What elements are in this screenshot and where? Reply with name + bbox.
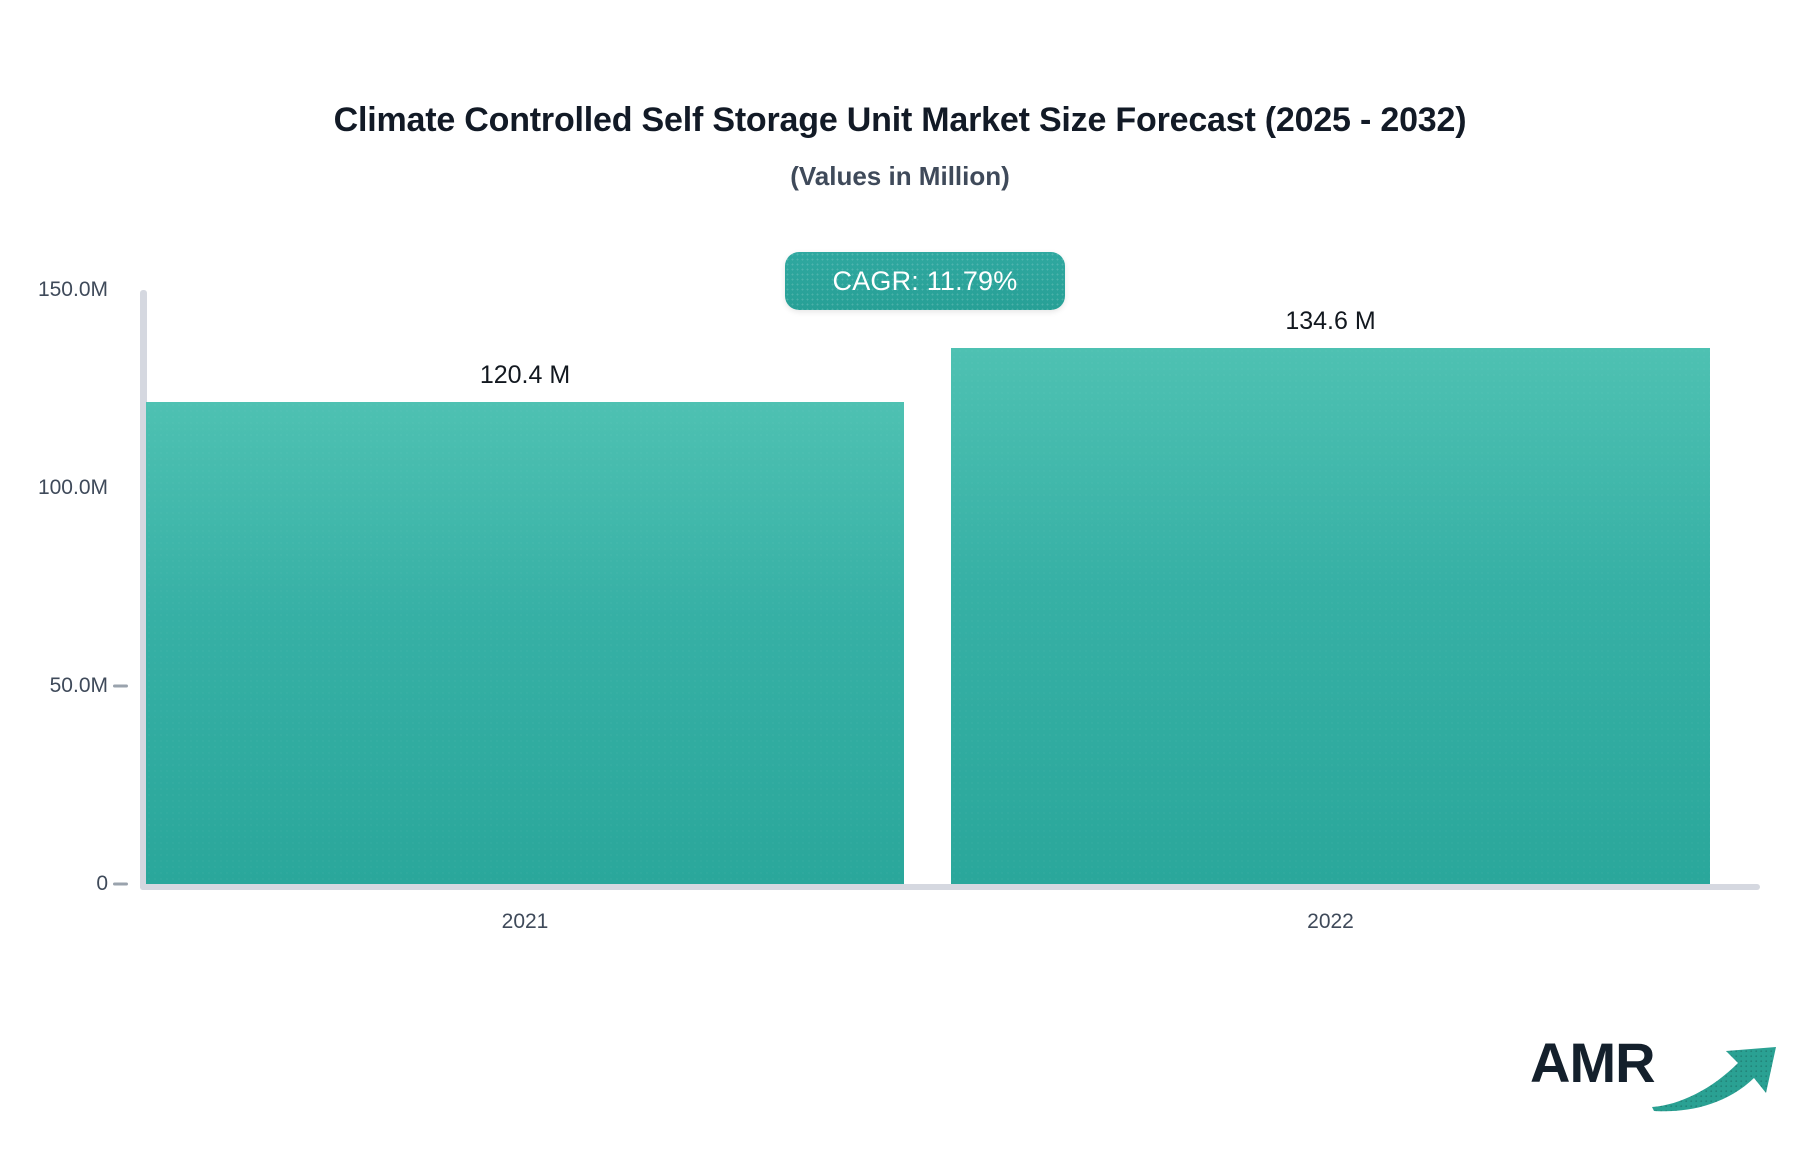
y-tick-label: 0 <box>96 872 108 895</box>
page-title: Climate Controlled Self Storage Unit Mar… <box>333 101 1467 139</box>
cagr-badge: CAGR: 11.79% <box>785 252 1065 310</box>
y-axis-line <box>140 290 147 890</box>
y-tick-dash-icon <box>113 684 128 688</box>
amr-logo: AMR <box>1530 1031 1776 1112</box>
y-tick-label: 50.0M <box>49 674 108 697</box>
bar-value-2022: 134.6 M <box>1285 307 1376 335</box>
bar-2021[interactable] <box>146 402 904 884</box>
chart-header: Climate Controlled Self Storage Unit Mar… <box>0 0 1800 192</box>
y-tick-label: 150.0M <box>37 278 108 301</box>
y-tick-label: 100.0M <box>37 476 108 499</box>
chart-subtitle: (Values in Million) <box>790 160 1010 191</box>
y-tick-dash-icon <box>113 882 128 886</box>
growth-arrow-icon <box>1650 1045 1790 1120</box>
x-axis-line <box>140 884 1760 890</box>
logo-text: AMR <box>1530 1031 1656 1094</box>
cagr-label: CAGR: 11.79% <box>832 265 1018 296</box>
bar-value-2021: 120.4 M <box>479 361 571 389</box>
x-tick-label-2022: 2022 <box>1307 910 1354 933</box>
bar-2022[interactable] <box>951 348 1710 884</box>
x-tick-label-2021: 2021 <box>501 910 549 933</box>
